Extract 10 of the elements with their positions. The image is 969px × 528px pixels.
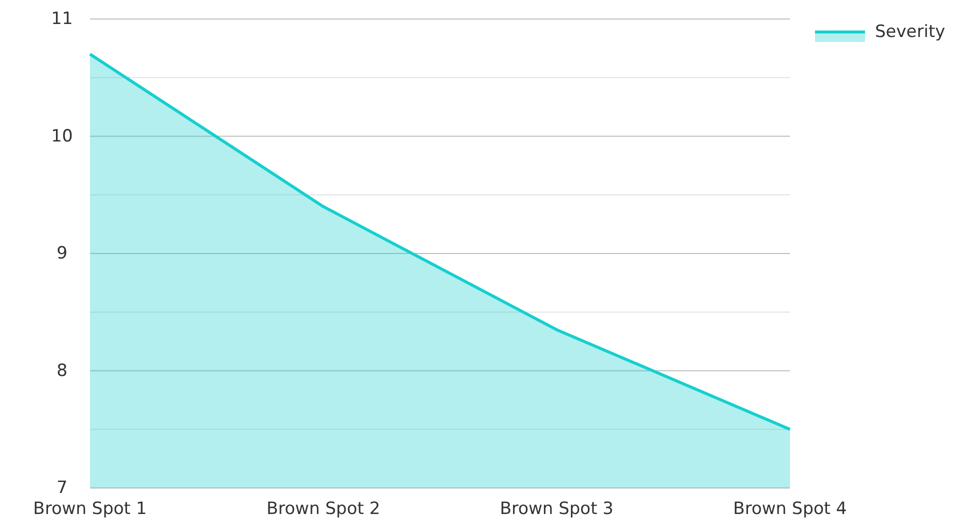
x-tick-label: Brown Spot 1 (33, 499, 147, 519)
x-tick-label: Brown Spot 4 (733, 499, 847, 519)
y-tick-label: 9 (56, 244, 68, 264)
y-tick-label: 7 (56, 478, 68, 498)
x-tick-label: Brown Spot 3 (500, 499, 614, 519)
y-tick-label: 11 (51, 9, 73, 29)
legend-label: Severity (875, 22, 946, 42)
y-tick-label: 10 (51, 126, 73, 146)
y-tick-label: 8 (56, 360, 68, 381)
x-tick-label: Brown Spot 2 (266, 499, 380, 519)
